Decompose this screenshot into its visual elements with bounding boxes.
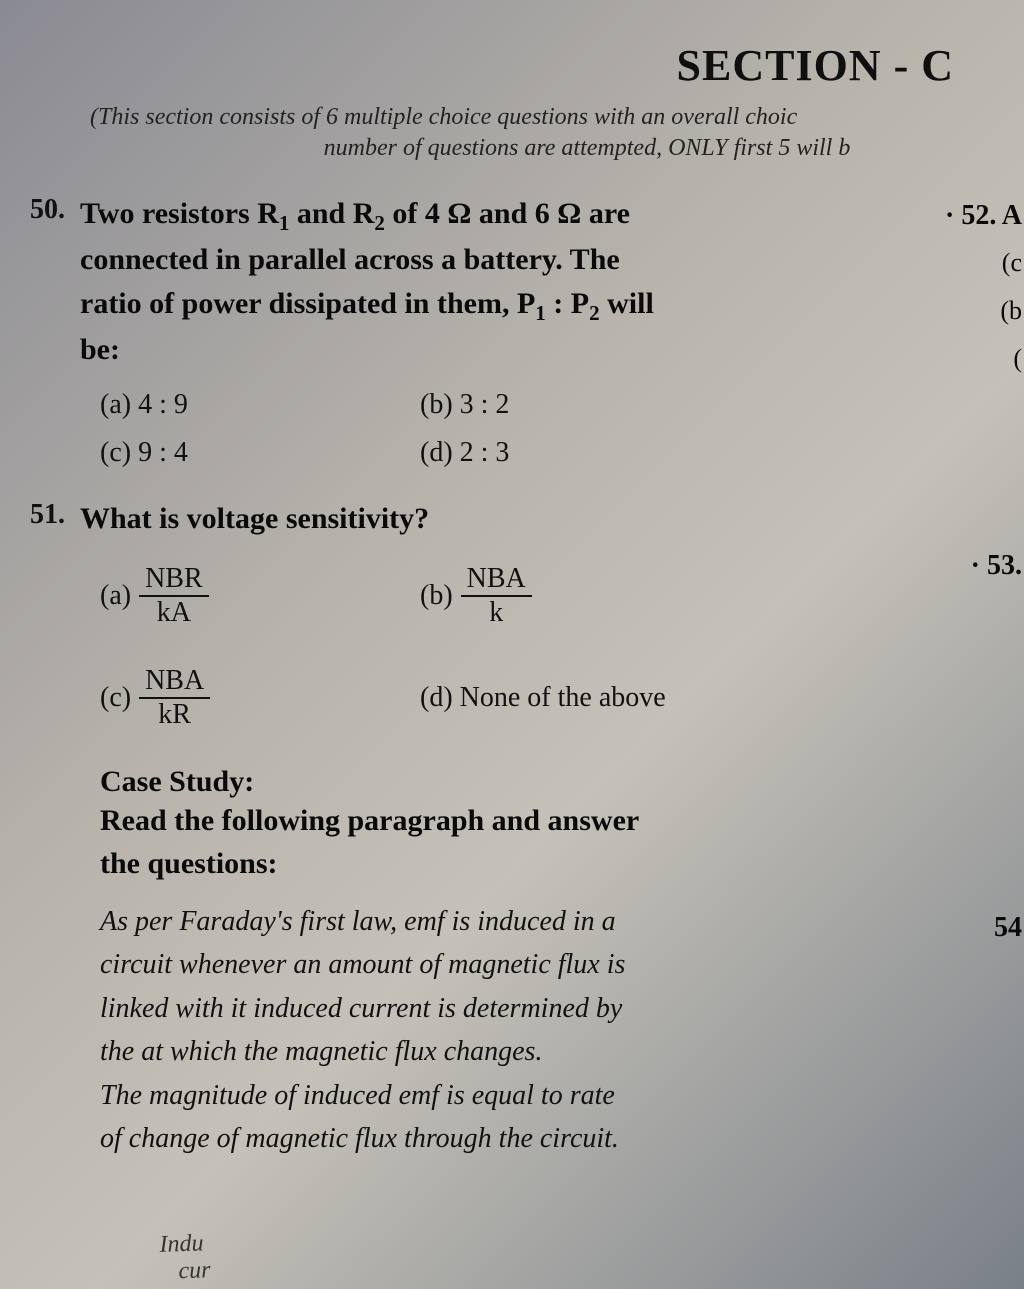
q51-a-fraction: NBR kA: [139, 563, 209, 629]
q50-part3: of 4 Ω and 6 Ω are: [385, 197, 630, 230]
q50-p1: 1: [535, 301, 546, 325]
q51-c-fraction: NBA kR: [139, 665, 210, 731]
q50-colon: : P: [546, 287, 589, 320]
q50-will: will: [600, 287, 654, 320]
question-51-options: (a) NBR kA (b) NBA k (c) NBA kR: [100, 563, 994, 731]
case-l1: As per Faraday's first law, emf is induc…: [100, 906, 616, 937]
case-study-heading: Case Study:: [100, 765, 994, 799]
right-marker-52p: (: [1013, 344, 1022, 374]
question-51-text: What is voltage sensitivity?: [80, 497, 860, 541]
q51-a-label: (a): [100, 580, 131, 612]
q51-option-c: (c) NBA kR: [100, 665, 420, 731]
q51-a-den: kA: [139, 597, 209, 629]
bottom-cutoff-text: Indu cur: [159, 1230, 211, 1286]
q50-option-a: (a) 4 : 9: [100, 389, 420, 421]
section-desc-line2: number of questions are attempted, ONLY …: [180, 135, 994, 162]
case-l5: The magnitude of induced emf is equal to…: [100, 1080, 615, 1111]
q51-b-fraction: NBA k: [461, 563, 532, 629]
q50-option-c: (c) 9 : 4: [100, 437, 420, 469]
page-container: is as the · 52. A (c (b ( · 53. 54 SECTI…: [0, 0, 1024, 1289]
q50-sub1: 1: [279, 211, 290, 235]
q51-c-label: (c): [100, 682, 131, 714]
q51-option-a: (a) NBR kA: [100, 563, 420, 629]
q50-be: be:: [80, 333, 120, 366]
question-50: 50. Two resistors R1 and R2 of 4 Ω and 6…: [80, 192, 994, 470]
case-l6: of change of magnetic flux through the c…: [100, 1123, 619, 1154]
q50-part1: Two resistors R: [80, 197, 279, 230]
q51-b-den: k: [461, 597, 532, 629]
question-51-number: 51.: [30, 499, 65, 531]
case-intro-line2: the questions:: [100, 842, 880, 886]
case-l2: circuit whenever an amount of magnetic f…: [100, 949, 625, 980]
question-50-text: Two resistors R1 and R2 of 4 Ω and 6 Ω a…: [80, 192, 860, 372]
right-marker-52c: (c: [1002, 248, 1022, 278]
bottom-cur: cur: [178, 1257, 211, 1284]
q50-option-b: (b) 3 : 2: [420, 389, 740, 421]
q51-b-num: NBA: [461, 563, 532, 597]
q51-b-label: (b): [420, 580, 453, 612]
q50-line3: connected in parallel across a battery. …: [80, 243, 620, 276]
right-marker-54: 54: [994, 912, 1022, 944]
q51-c-num: NBA: [139, 665, 210, 699]
question-50-options: (a) 4 : 9 (b) 3 : 2 (c) 9 : 4 (d) 2 : 3: [100, 389, 994, 469]
right-marker-52b: (b: [1000, 296, 1022, 326]
section-desc-line1: (This section consists of 6 multiple cho…: [90, 101, 994, 135]
q51-c-den: kR: [139, 699, 210, 731]
section-title: SECTION - C: [80, 40, 954, 91]
q50-option-d: (d) 2 : 3: [420, 437, 740, 469]
case-l4: the at which the magnetic flux changes.: [100, 1036, 542, 1067]
bottom-indu: Indu: [159, 1230, 204, 1258]
case-intro-line1: Read the following paragraph and answer: [100, 799, 880, 843]
q50-part2: and R: [289, 197, 374, 230]
case-body: As per Faraday's first law, emf is induc…: [100, 900, 920, 1160]
case-l3: linked with it induced current is determ…: [100, 993, 622, 1024]
q50-line4a: ratio of power dissipated in them, P: [80, 287, 535, 320]
q51-a-num: NBR: [139, 563, 209, 597]
q51-option-d: (d) None of the above: [420, 682, 800, 714]
q50-p2: 2: [589, 301, 600, 325]
q50-sub2: 2: [374, 211, 385, 235]
question-51: 51. What is voltage sensitivity? (a) NBR…: [80, 497, 994, 731]
q51-option-b: (b) NBA k: [420, 563, 800, 629]
question-50-number: 50.: [30, 194, 65, 226]
